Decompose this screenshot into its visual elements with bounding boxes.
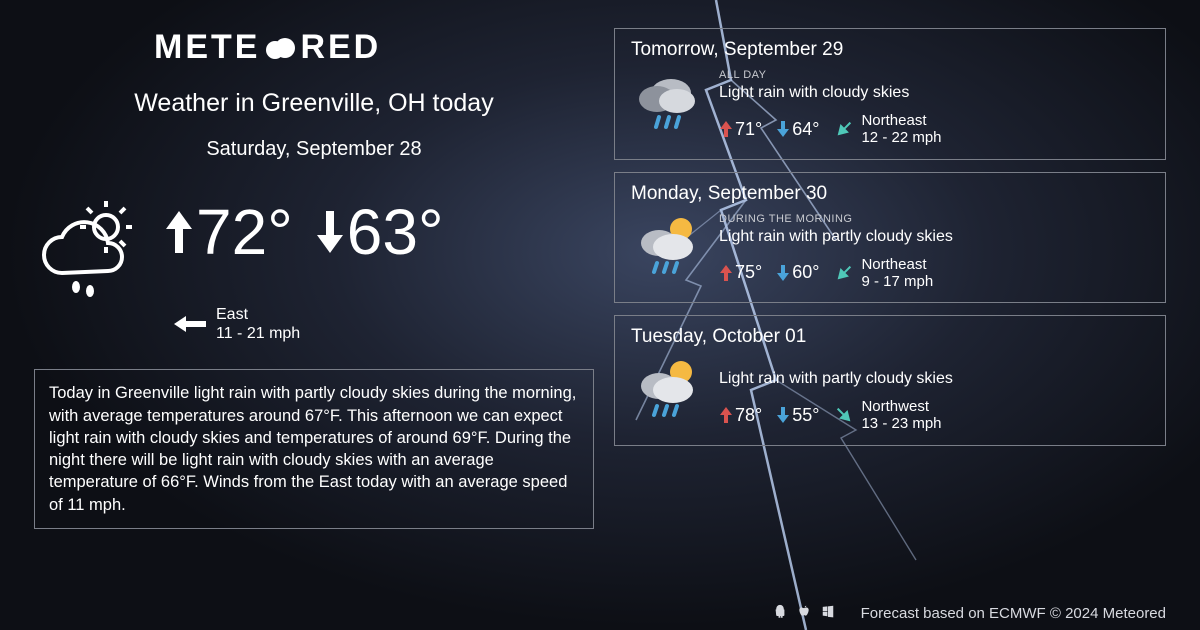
forecast-card: Monday, September 30 DURING THE MORNING Li… xyxy=(614,172,1166,304)
weather-icon xyxy=(34,201,144,301)
wind-speed: 11 - 21 mph xyxy=(216,324,300,343)
android-icon xyxy=(773,604,787,622)
low-temp: 63° xyxy=(313,195,444,269)
wind-direction: East xyxy=(216,305,300,324)
forecast-date: Monday, September 30 xyxy=(631,183,1149,205)
forecast-high: 71° xyxy=(719,119,762,140)
forecast-card: Tuesday, October 01 Light rain with partl… xyxy=(614,315,1166,446)
forecast-condition: Light rain with cloudy skies xyxy=(719,84,1149,102)
forecast-low: 64° xyxy=(776,119,819,140)
wind-direction-icon xyxy=(172,314,208,334)
forecast-weather-icon xyxy=(631,213,703,275)
forecast-period: ALL DAY xyxy=(719,69,1149,81)
forecast-low: 55° xyxy=(776,405,819,426)
forecast-card: Tomorrow, September 29 ALL DAY Light rain … xyxy=(614,28,1166,160)
arrow-up-icon xyxy=(162,207,196,257)
brand-post: RED xyxy=(300,28,381,67)
footer-text: Forecast based on ECMWF © 2024 Meteored xyxy=(861,605,1166,622)
forecast-weather-icon xyxy=(631,69,703,131)
current-wind: East 11 - 21 mph xyxy=(172,305,594,343)
forecast-wind: Northwest13 - 23 mph xyxy=(833,398,941,433)
current-weather: 72° 63° xyxy=(34,195,594,301)
page-title: Weather in Greenville, OH today xyxy=(34,89,594,118)
wind-arrow-icon xyxy=(833,262,855,284)
footer: Forecast based on ECMWF © 2024 Meteored xyxy=(34,604,1166,622)
wind-arrow-icon xyxy=(833,118,855,140)
windows-icon xyxy=(821,604,835,622)
wind-arrow-icon xyxy=(833,404,855,426)
brand-pre: METE xyxy=(154,28,260,67)
forecast-list: Tomorrow, September 29 ALL DAY Light rain … xyxy=(594,28,1166,620)
forecast-date: Tomorrow, September 29 xyxy=(631,39,1149,61)
apple-icon xyxy=(797,604,811,622)
forecast-wind: Northeast12 - 22 mph xyxy=(833,112,941,147)
forecast-condition: Light rain with partly cloudy skies xyxy=(719,228,1149,246)
platform-icons xyxy=(773,604,835,622)
forecast-description: Today in Greenville light rain with part… xyxy=(34,369,594,529)
forecast-high: 78° xyxy=(719,405,762,426)
brand-logo: METE RED xyxy=(154,28,594,67)
current-date: Saturday, September 28 xyxy=(34,138,594,161)
high-temp: 72° xyxy=(162,195,293,269)
arrow-down-icon xyxy=(313,207,347,257)
forecast-weather-icon xyxy=(631,356,703,418)
forecast-low: 60° xyxy=(776,262,819,283)
forecast-date: Tuesday, October 01 xyxy=(631,326,1149,348)
forecast-condition: Light rain with partly cloudy skies xyxy=(719,370,1149,388)
forecast-wind: Northeast9 - 17 mph xyxy=(833,256,933,291)
brand-mark-icon xyxy=(262,35,298,61)
forecast-period: DURING THE MORNING xyxy=(719,213,1149,225)
forecast-high: 75° xyxy=(719,262,762,283)
